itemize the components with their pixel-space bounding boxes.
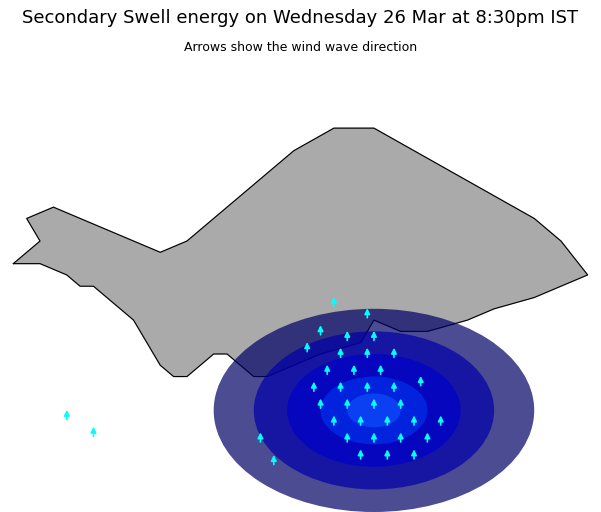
- Ellipse shape: [320, 376, 427, 444]
- Text: Secondary Swell energy on Wednesday 26 Mar at 8:30pm IST: Secondary Swell energy on Wednesday 26 M…: [22, 9, 579, 27]
- Text: Arrows show the wind wave direction: Arrows show the wind wave direction: [184, 40, 417, 54]
- Polygon shape: [13, 128, 588, 376]
- Ellipse shape: [347, 393, 401, 428]
- Ellipse shape: [254, 331, 494, 489]
- Ellipse shape: [214, 309, 534, 512]
- Ellipse shape: [287, 354, 461, 467]
